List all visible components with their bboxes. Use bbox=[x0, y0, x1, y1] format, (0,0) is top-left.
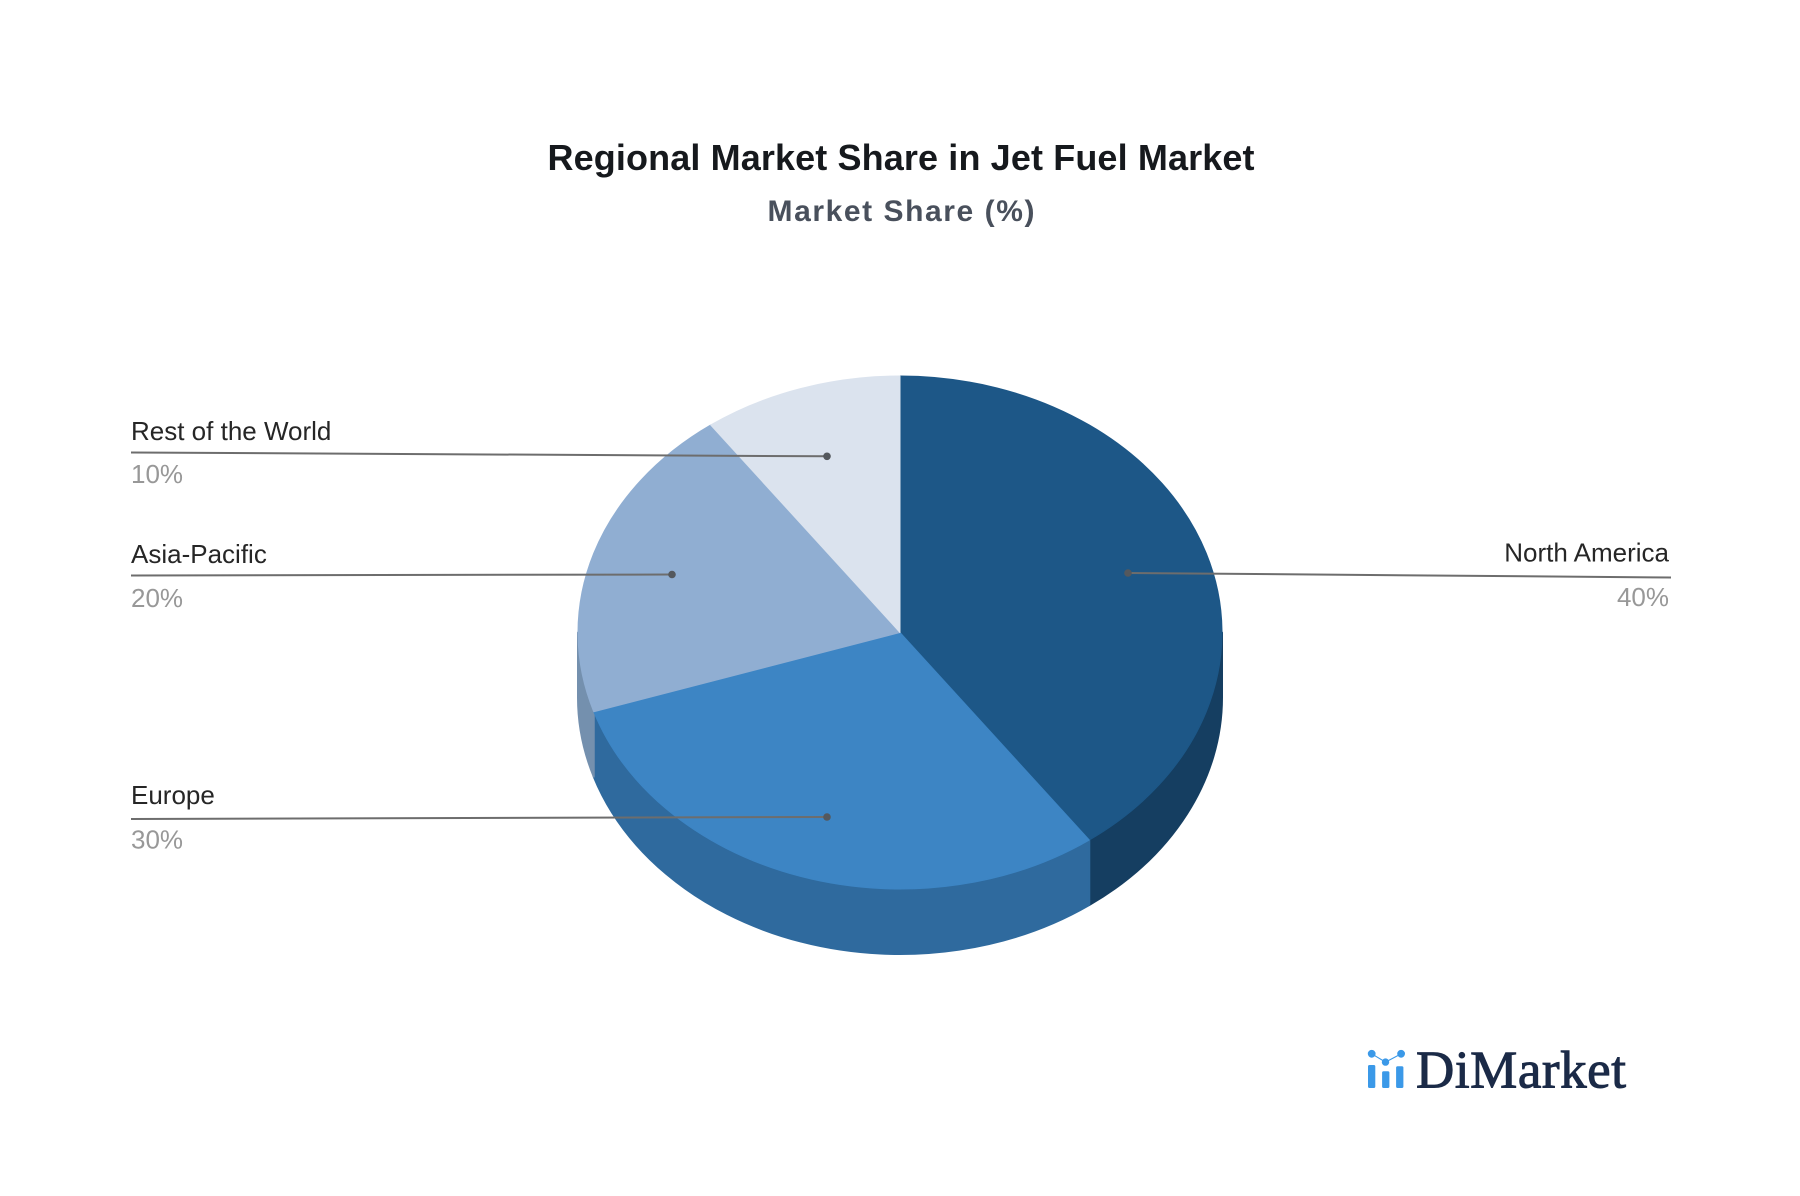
svg-text:North America: North America bbox=[1504, 538, 1669, 568]
svg-text:Rest of the World: Rest of the World bbox=[131, 416, 331, 446]
svg-text:DiMarket: DiMarket bbox=[1416, 1042, 1626, 1100]
svg-text:Market Share (%): Market Share (%) bbox=[768, 195, 1035, 228]
svg-text:Europe: Europe bbox=[131, 780, 215, 810]
svg-text:Asia-Pacific: Asia-Pacific bbox=[131, 539, 267, 569]
svg-text:20%: 20% bbox=[131, 583, 183, 613]
svg-text:10%: 10% bbox=[131, 459, 183, 489]
svg-text:30%: 30% bbox=[131, 825, 183, 855]
svg-text:Regional Market Share in Jet F: Regional Market Share in Jet Fuel Market bbox=[548, 137, 1255, 178]
svg-text:40%: 40% bbox=[1617, 582, 1669, 612]
